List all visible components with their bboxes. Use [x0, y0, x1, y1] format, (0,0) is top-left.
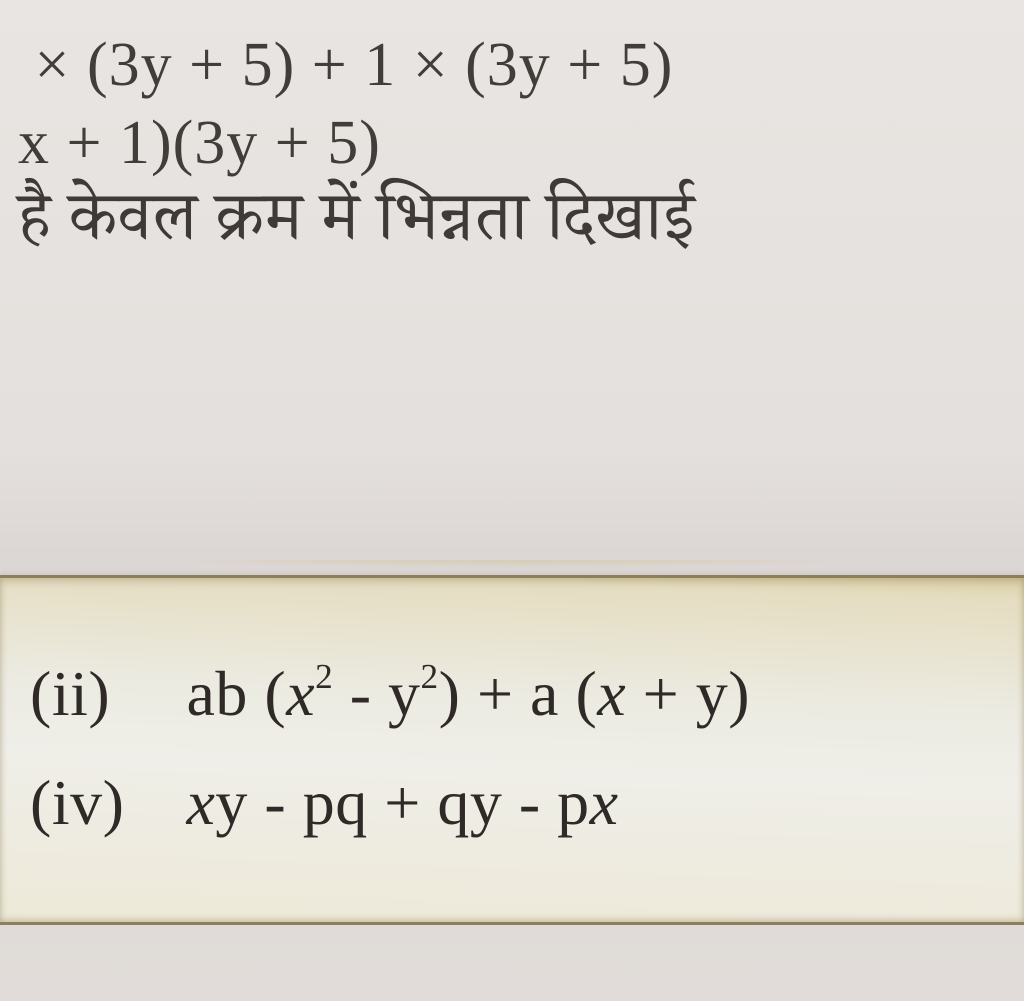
spacer	[0, 272, 1024, 457]
exercise-box: (ii) ab (x2 - y2) + a (x + y) (iv) xy - …	[0, 575, 1024, 925]
explanatory-note-hindi: है केवल क्रम में भिन्नता दिखाई	[18, 187, 994, 272]
solution-step-2: x + 1)(3y + 5)	[18, 106, 994, 180]
problem-ii: (ii) ab (x2 - y2) + a (x + y)	[30, 640, 1004, 749]
problem-label-ii: (ii)	[30, 640, 170, 749]
problem-body-ii: ab (x2 - y2) + a (x + y)	[187, 658, 751, 729]
problem-body-iv: xy - pq + qy - px	[187, 767, 619, 838]
page: × (3y + 5) + 1 × (3y + 5) x + 1)(3y + 5)…	[0, 0, 1024, 1001]
problem-label-iv: (iv)	[30, 749, 170, 858]
problem-iv: (iv) xy - pq + qy - px	[30, 749, 1004, 858]
solution-step-1: × (3y + 5) + 1 × (3y + 5)	[18, 28, 994, 102]
worked-solution-block: × (3y + 5) + 1 × (3y + 5) x + 1)(3y + 5)…	[0, 0, 1024, 272]
